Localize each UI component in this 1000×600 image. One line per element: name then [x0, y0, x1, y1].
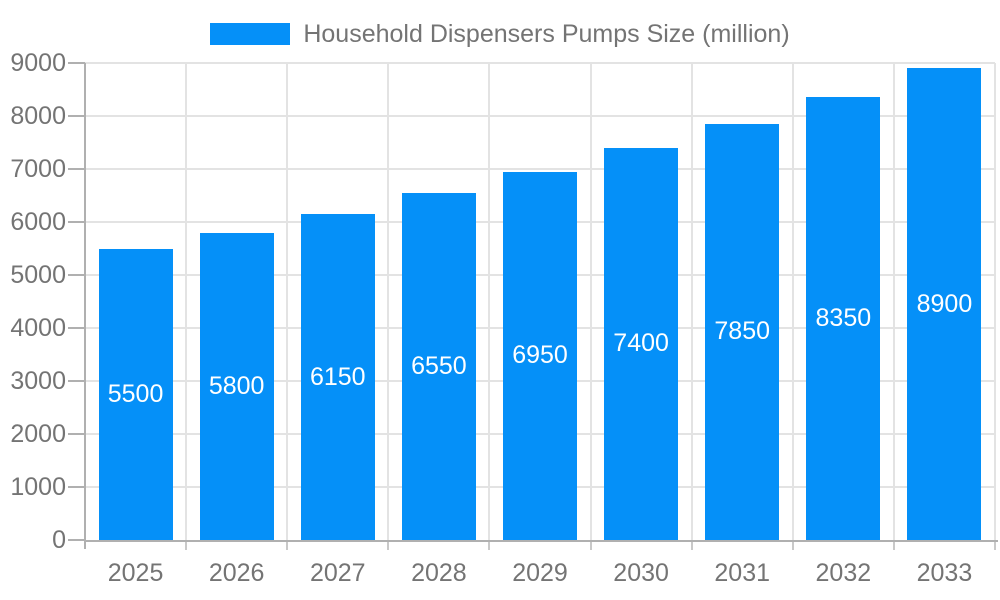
gridline-v	[892, 63, 895, 540]
y-axis-tick-label: 5000	[10, 261, 66, 289]
bar-2031[interactable]: 7850	[705, 123, 780, 540]
bar-2027[interactable]: 6150	[300, 214, 375, 540]
bar-value-label: 5800	[208, 371, 265, 400]
x-tick	[185, 542, 188, 550]
x-axis-label-2027: 2027	[309, 559, 366, 587]
bar-value-label: 5500	[107, 379, 164, 408]
x-tick	[690, 542, 693, 550]
x-tick	[488, 542, 491, 550]
y-axis-tick-label: 1000	[10, 473, 66, 501]
legend-label: Household Dispensers Pumps Size (million…	[303, 19, 790, 48]
y-tick	[68, 380, 85, 382]
y-axis-tick-label: 6000	[10, 208, 66, 236]
chart-legend[interactable]: Household Dispensers Pumps Size (million…	[0, 19, 1000, 49]
x-axis-label-2028: 2028	[411, 559, 467, 587]
bar-value-label: 7850	[714, 317, 771, 346]
x-tick	[286, 542, 289, 550]
y-axis-tick-label: 7000	[10, 155, 66, 183]
x-axis-label-2033: 2033	[916, 559, 973, 587]
y-axis-tick-label: 9000	[10, 49, 66, 77]
gridline-v	[185, 63, 188, 540]
bar-value-label: 8350	[815, 304, 872, 333]
bar-2028[interactable]: 6550	[401, 192, 476, 540]
y-tick	[68, 274, 85, 276]
gridline-v	[994, 63, 996, 540]
x-axis-label-2026: 2026	[208, 559, 265, 587]
gridline-v	[690, 63, 693, 540]
x-axis-label-2029: 2029	[512, 559, 568, 587]
x-tick	[589, 542, 592, 550]
bar-value-label: 6950	[512, 341, 568, 370]
y-axis-tick-label: 2000	[10, 420, 66, 448]
x-tick	[791, 542, 794, 550]
y-tick	[68, 62, 85, 64]
y-axis-tick-label: 3000	[10, 367, 66, 395]
y-axis-tick-label: 0	[52, 526, 66, 554]
x-axis-line	[84, 540, 998, 542]
bar-2030[interactable]: 7400	[604, 147, 679, 540]
x-tick	[387, 542, 390, 550]
gridline-h	[85, 62, 995, 64]
y-tick	[68, 486, 85, 488]
y-tick	[68, 115, 85, 117]
bar-value-label: 8900	[916, 289, 973, 318]
gridline-h	[85, 168, 995, 170]
x-tick	[892, 542, 895, 550]
bar-2032[interactable]: 8350	[806, 97, 881, 540]
y-tick	[68, 327, 85, 329]
y-tick	[68, 433, 85, 435]
gridline-h	[85, 115, 995, 117]
y-tick	[68, 221, 85, 223]
x-tick	[994, 542, 996, 550]
legend-swatch	[210, 23, 291, 45]
gridline-v	[791, 63, 794, 540]
y-tick	[68, 168, 85, 170]
y-axis-tick-label: 4000	[10, 314, 66, 342]
x-axis-label-2032: 2032	[815, 559, 872, 587]
bar-2025[interactable]: 5500	[98, 248, 173, 540]
bar-value-label: 6150	[309, 362, 366, 391]
bar-2026[interactable]: 5800	[199, 232, 274, 540]
gridline-v	[387, 63, 390, 540]
bar-value-label: 6550	[411, 351, 467, 380]
bar-2033[interactable]: 8900	[907, 68, 982, 540]
x-axis-label-2031: 2031	[714, 559, 771, 587]
gridline-v	[286, 63, 289, 540]
y-axis-line	[84, 63, 86, 549]
gridline-v	[589, 63, 592, 540]
bar-value-label: 7400	[613, 329, 669, 358]
bar-2029[interactable]: 6950	[503, 171, 577, 540]
y-axis-tick-label: 8000	[10, 102, 66, 130]
x-axis-label-2030: 2030	[613, 559, 669, 587]
y-tick	[68, 539, 85, 541]
gridline-v	[488, 63, 491, 540]
x-axis-label-2025: 2025	[107, 559, 164, 587]
